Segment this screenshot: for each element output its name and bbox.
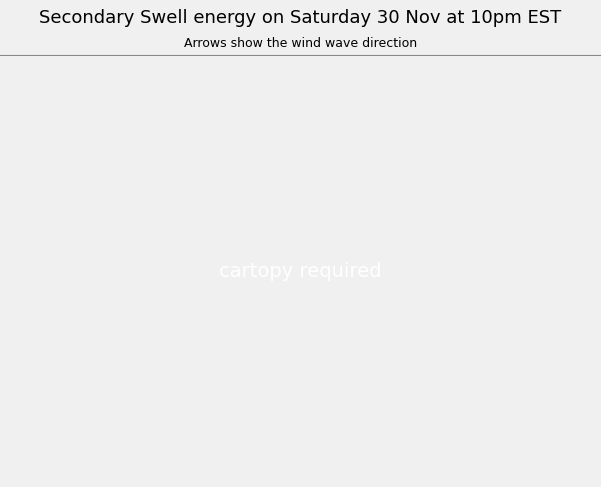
Text: cartopy required: cartopy required [219, 262, 382, 281]
Text: Arrows show the wind wave direction: Arrows show the wind wave direction [184, 37, 417, 50]
Text: Secondary Swell energy on Saturday 30 Nov at 10pm EST: Secondary Swell energy on Saturday 30 No… [40, 9, 561, 27]
